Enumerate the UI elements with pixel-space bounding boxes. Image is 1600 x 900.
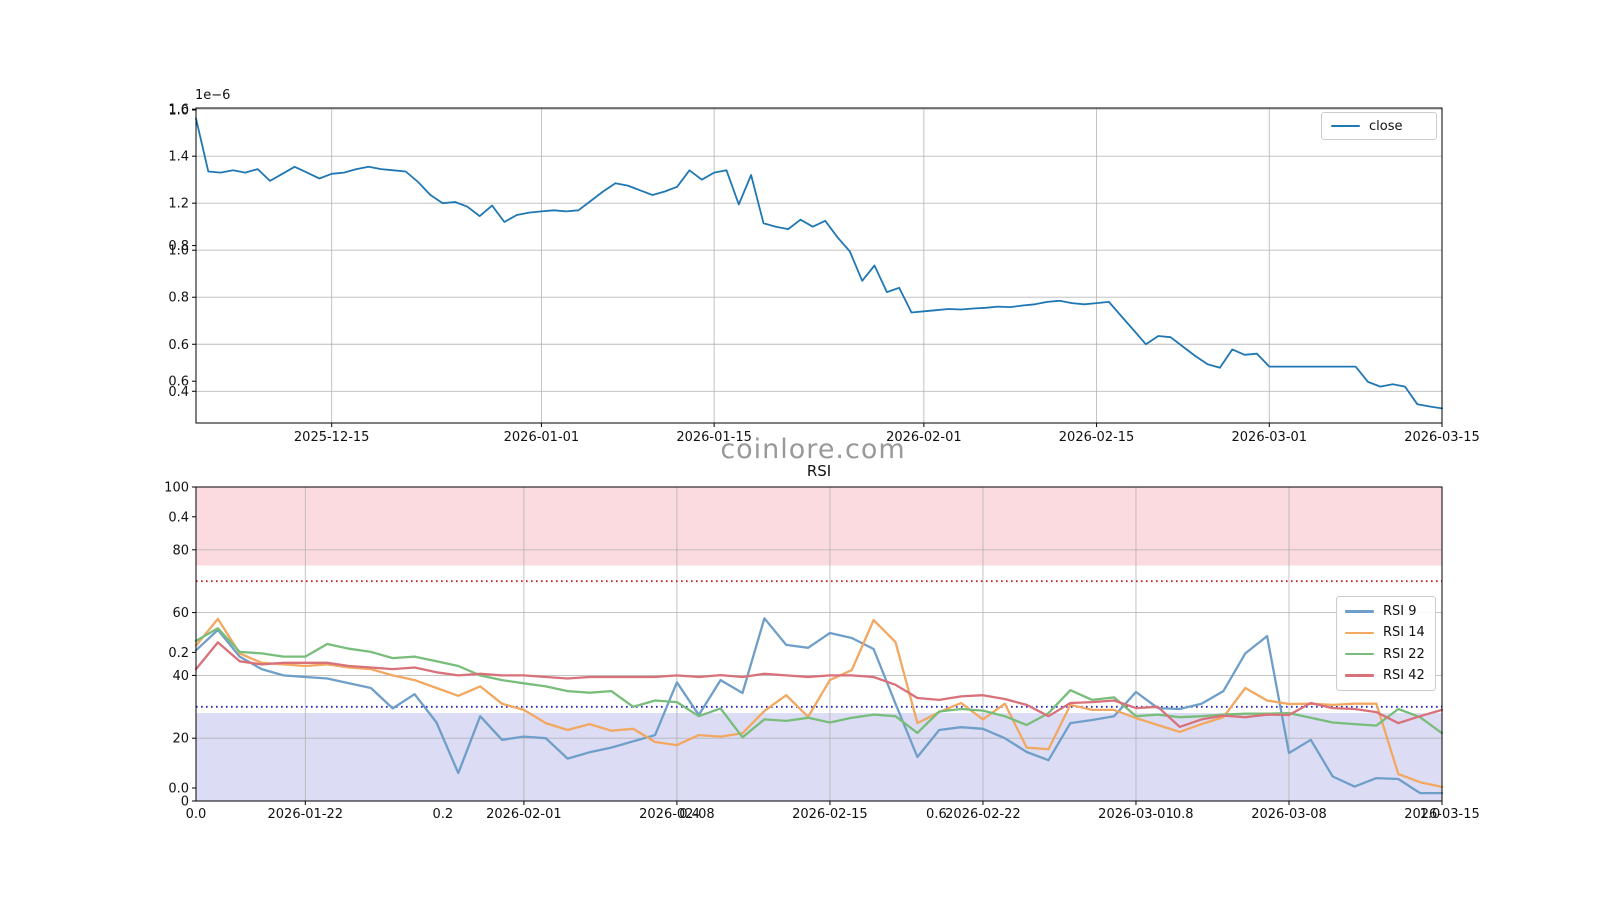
legend-item-rsi14: RSI 14: [1345, 625, 1435, 640]
price-axis-exponent-label: 1e−6: [195, 88, 231, 103]
oversold-region: [196, 713, 1442, 801]
price-y-tick-label: 1.6: [168, 103, 189, 118]
legend-label-rsi42: RSI 42: [1383, 667, 1425, 683]
figure-x-tick-label: 0.2: [432, 807, 453, 822]
figure-x-tick-label: 0.8: [1173, 807, 1194, 822]
rsi-x-tick-label: 2026-01-22: [268, 807, 344, 822]
price-x-tick-label: 2026-03-15: [1404, 430, 1480, 445]
price-x-tick-label: 2026-03-01: [1232, 430, 1308, 445]
price-axes-frame: [195, 107, 1443, 424]
rsi-x-tick-label: 2026-02-22: [945, 807, 1021, 822]
rsi-x-tick-label: 2026-02-08: [639, 807, 715, 822]
price-y-tick-label: 0.4: [168, 385, 189, 400]
legend-label-rsi22: RSI 22: [1383, 646, 1425, 662]
rsi-y-tick-label: 40: [172, 669, 189, 684]
rsi14-line-series: [194, 617, 1444, 789]
rsi42-line-series: [194, 641, 1444, 729]
rsi-y-tick-label: 20: [172, 732, 189, 747]
rsi22-line-swatch: [1345, 652, 1374, 656]
figure-x-tick-label: 0.4: [679, 807, 700, 822]
rsi-chart-title: RSI: [806, 462, 832, 480]
rsi22-line-series: [194, 627, 1444, 739]
price-x-tick-label: 2026-02-15: [1059, 430, 1135, 445]
figure-y-tick-label: 1.0: [168, 104, 189, 119]
price-x-tick-label: 2026-02-01: [886, 430, 962, 445]
rsi-x-tick-label: 2026-03-01: [1098, 807, 1174, 822]
rsi-legend: RSI 9 RSI 14 RSI 22 RSI 42: [1336, 596, 1436, 691]
price-legend: close: [1321, 112, 1437, 140]
price-x-tick-label: 2026-01-15: [676, 430, 752, 445]
figure-x-tick-label: 1.0: [1420, 807, 1441, 822]
rsi-x-tick-label: 2026-03-08: [1251, 807, 1327, 822]
figure-y-tick-label: 0.0: [168, 782, 189, 797]
rsi-x-tick-label: 2026-02-15: [792, 807, 868, 822]
rsi14-line-swatch: [1345, 631, 1374, 635]
close-line-series: [195, 117, 1443, 410]
rsi9-line-swatch: [1345, 610, 1374, 613]
price-y-tick-label: 1.4: [168, 150, 189, 165]
rsi-x-tick-label: 2026-02-01: [486, 807, 562, 822]
price-y-tick-label: 1.2: [168, 197, 189, 212]
legend-item-rsi42: RSI 42: [1345, 668, 1435, 683]
figure-x-tick-label: 0.0: [186, 807, 207, 822]
legend-label-rsi14: RSI 14: [1383, 625, 1425, 641]
rsi-x-tick-label: 2026-03-15: [1404, 807, 1480, 822]
figure-y-tick-label: 0.4: [168, 510, 189, 525]
overbought-region: [196, 487, 1442, 566]
figure-x-tick-label: 0.6: [926, 807, 947, 822]
rsi42-line-swatch: [1345, 674, 1374, 677]
watermark: coinlore.com: [720, 434, 906, 465]
rsi-axes-frame: [195, 486, 1443, 802]
price-x-tick-label: 2025-12-15: [294, 430, 370, 445]
close-line-swatch: [1331, 124, 1360, 128]
rsi-y-tick-label: 60: [172, 606, 189, 621]
legend-label-close: close: [1369, 118, 1403, 134]
legend-label-rsi9: RSI 9: [1383, 604, 1417, 620]
rsi-y-tick-label: 0: [181, 795, 189, 810]
price-y-tick-label: 0.6: [168, 338, 189, 353]
price-x-tick-label: 2026-01-01: [504, 430, 580, 445]
figure-y-tick-label: 0.2: [168, 646, 189, 661]
rsi9-line-series: [194, 617, 1444, 795]
figure-y-tick-label: 0.8: [168, 239, 189, 254]
figure-y-tick-label: 0.6: [168, 375, 189, 390]
legend-item-close: close: [1331, 119, 1436, 134]
price-y-tick-label: 0.8: [168, 291, 189, 306]
price-y-tick-label: 1.0: [168, 244, 189, 259]
legend-item-rsi9: RSI 9: [1345, 604, 1435, 619]
rsi-y-tick-label: 100: [164, 481, 189, 496]
rsi-y-tick-label: 80: [172, 543, 189, 558]
legend-item-rsi22: RSI 22: [1345, 647, 1435, 662]
